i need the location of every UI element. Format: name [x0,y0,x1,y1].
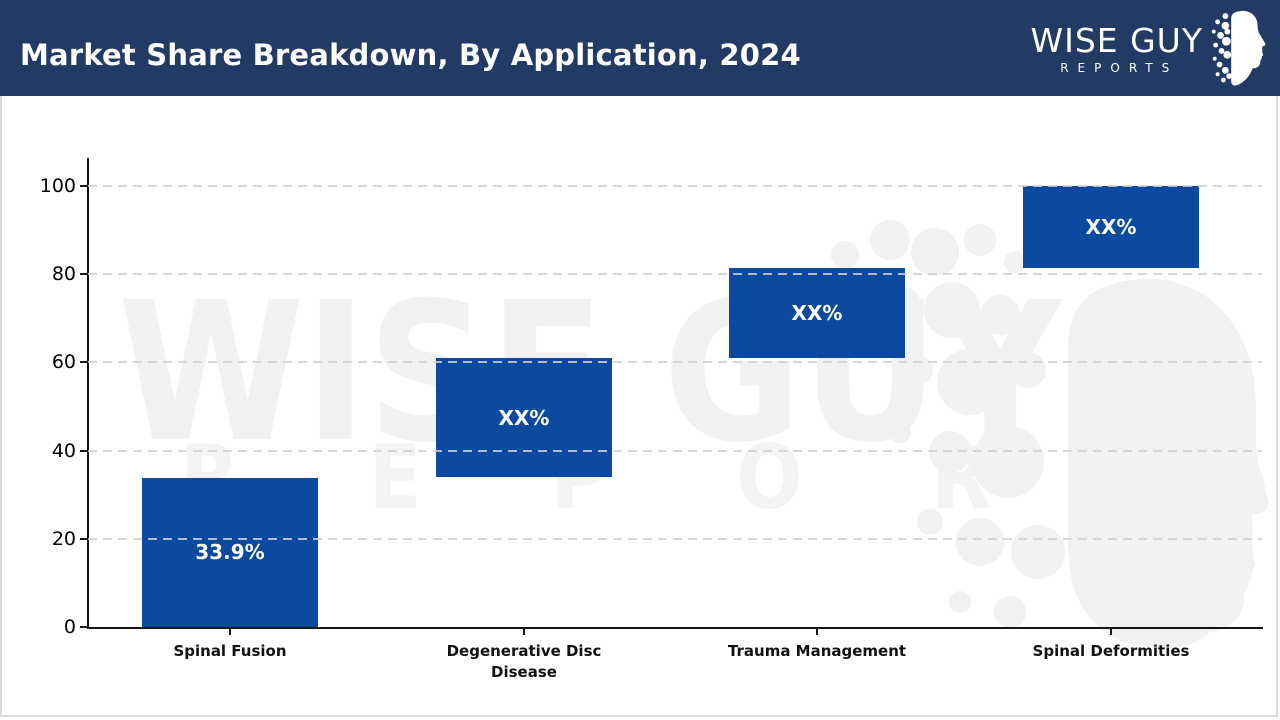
logo-face-icon [1206,8,1268,90]
y-tick-label: 80 [51,263,76,286]
y-tick-mark [80,537,88,540]
x-tick-mark [229,627,231,635]
bar-trauma-management [729,268,905,358]
bar-spinal-fusion [142,477,318,627]
y-tick-mark [80,273,88,276]
gridline-80 [88,273,1262,276]
header-bar: Market Share Breakdown, By Application, … [0,0,1280,96]
x-tick-mark [1110,627,1112,635]
x-tick-mark [816,627,818,635]
wiseguy-logo: WISE GUY REPORTS [1030,8,1268,90]
x-category-label: Spinal Deformities [1032,642,1190,660]
gridline-60 [88,361,1262,364]
y-tick-mark [80,361,88,364]
bar-value-label: XX% [791,301,843,325]
y-axis-line [87,158,89,629]
x-axis-line [87,627,1263,629]
bar-spinal-deformities [1023,186,1199,269]
bar-value-label: XX% [1085,215,1137,239]
logo-name-text: WISE GUY [1030,20,1203,60]
bar-value-label: XX% [498,405,550,430]
logo-wordmark: WISE GUY REPORTS [1030,24,1203,75]
x-category-label: Trauma Management [727,642,907,660]
bar-degenerative-disc-disease [436,357,612,478]
y-tick-mark [80,626,88,628]
x-category-label: Spinal Fusion [173,642,287,660]
y-tick-label: 100 [39,175,76,197]
chart-title: Market Share Breakdown, By Application, … [20,38,801,72]
bar-value-label: 33.9% [195,540,265,565]
logo-subtitle-text: REPORTS [1060,60,1179,75]
gridline-40 [88,449,1262,452]
gridline-100 [88,185,1262,187]
y-tick-label: 60 [51,351,76,374]
gridline-20 [88,537,1262,540]
y-tick-mark [80,185,88,187]
x-tick-mark [523,627,525,635]
y-tick-label: 20 [51,527,76,550]
y-tick-label: 0 [63,616,76,638]
x-category-label: Degenerative Disc Disease [446,642,602,681]
y-tick-label: 40 [51,439,76,462]
y-tick-mark [80,449,88,452]
